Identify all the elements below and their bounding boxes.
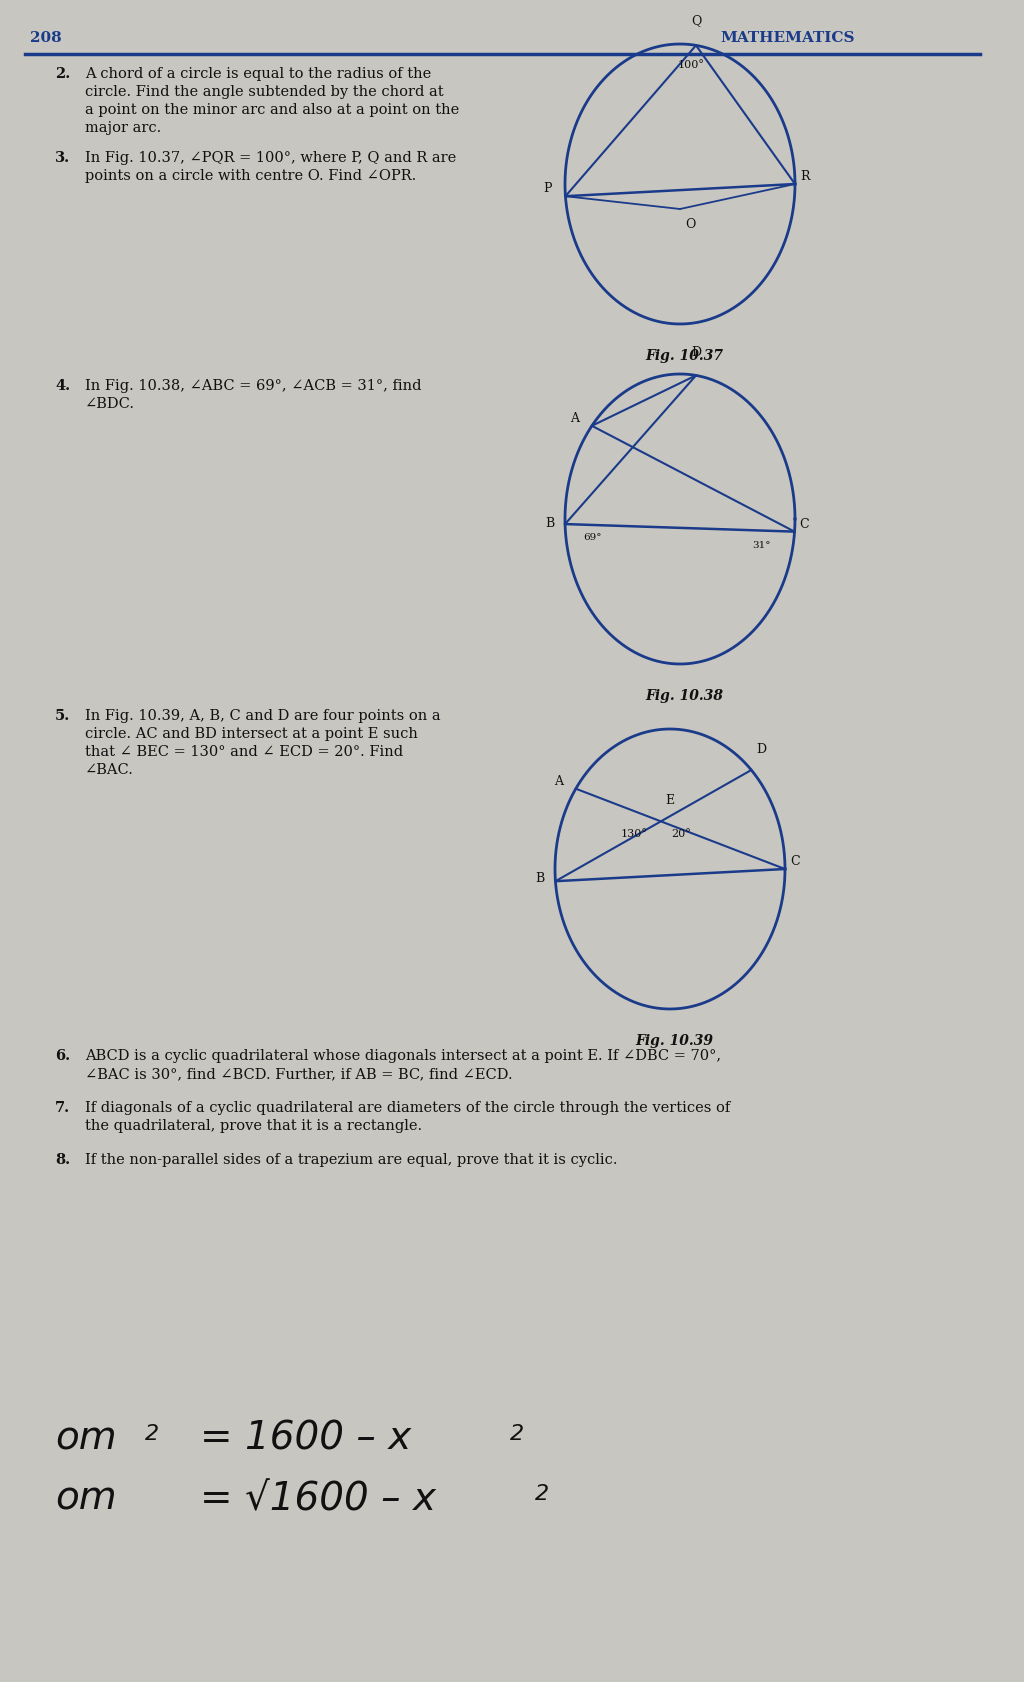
Text: points on a circle with centre O. Find ∠OPR.: points on a circle with centre O. Find ∠… xyxy=(85,168,416,183)
Text: Q: Q xyxy=(691,15,701,27)
Text: ∠BAC is 30°, find ∠BCD. Further, if AB = BC, find ∠ECD.: ∠BAC is 30°, find ∠BCD. Further, if AB =… xyxy=(85,1066,513,1080)
Text: 100°: 100° xyxy=(678,61,705,71)
Text: 2.: 2. xyxy=(55,67,71,81)
Text: R: R xyxy=(800,170,810,183)
Text: a point on the minor arc and also at a point on the: a point on the minor arc and also at a p… xyxy=(85,103,459,118)
Text: 8.: 8. xyxy=(55,1152,70,1166)
Text: 130°: 130° xyxy=(621,829,648,839)
Text: MATHEMATICS: MATHEMATICS xyxy=(720,30,854,45)
Text: O: O xyxy=(685,219,695,230)
Text: A: A xyxy=(554,774,563,787)
Text: If the non-parallel sides of a trapezium are equal, prove that it is cyclic.: If the non-parallel sides of a trapezium… xyxy=(85,1152,617,1166)
Text: A: A xyxy=(570,412,579,424)
Text: that ∠ BEC = 130° and ∠ ECD = 20°. Find: that ∠ BEC = 130° and ∠ ECD = 20°. Find xyxy=(85,745,403,759)
Text: ∠BAC.: ∠BAC. xyxy=(85,762,134,777)
Text: 7.: 7. xyxy=(55,1100,70,1115)
Text: B: B xyxy=(545,516,554,530)
Text: C: C xyxy=(800,518,809,530)
Text: 31°: 31° xyxy=(753,540,771,550)
Text: Fig. 10.39: Fig. 10.39 xyxy=(635,1033,713,1048)
Text: 3.: 3. xyxy=(55,151,70,165)
Text: In Fig. 10.38, ∠ABC = 69°, ∠ACB = 31°, find: In Fig. 10.38, ∠ABC = 69°, ∠ACB = 31°, f… xyxy=(85,378,422,394)
Text: = √1600 – x: = √1600 – x xyxy=(200,1478,436,1517)
Text: circle. AC and BD intersect at a point E such: circle. AC and BD intersect at a point E… xyxy=(85,727,418,740)
Text: In Fig. 10.39, A, B, C and D are four points on a: In Fig. 10.39, A, B, C and D are four po… xyxy=(85,708,440,723)
Text: A chord of a circle is equal to the radius of the: A chord of a circle is equal to the radi… xyxy=(85,67,431,81)
Text: 2: 2 xyxy=(510,1423,524,1443)
Text: P: P xyxy=(544,182,552,195)
Text: 20°: 20° xyxy=(671,829,690,839)
Text: C: C xyxy=(790,854,800,868)
Text: If diagonals of a cyclic quadrilateral are diameters of the circle through the v: If diagonals of a cyclic quadrilateral a… xyxy=(85,1100,730,1115)
Text: E: E xyxy=(665,794,674,807)
Text: In Fig. 10.37, ∠PQR = 100°, where P, Q and R are: In Fig. 10.37, ∠PQR = 100°, where P, Q a… xyxy=(85,151,457,165)
Text: circle. Find the angle subtended by the chord at: circle. Find the angle subtended by the … xyxy=(85,86,443,99)
Text: om: om xyxy=(55,1478,117,1517)
Text: Fig. 10.38: Fig. 10.38 xyxy=(645,688,723,703)
Text: 5.: 5. xyxy=(55,708,71,723)
Text: Fig. 10.37: Fig. 10.37 xyxy=(645,348,723,363)
Text: major arc.: major arc. xyxy=(85,121,161,135)
Text: 2: 2 xyxy=(145,1423,159,1443)
Text: 4.: 4. xyxy=(55,378,70,394)
Text: 6.: 6. xyxy=(55,1048,70,1063)
Text: 2: 2 xyxy=(535,1484,549,1504)
Text: = 1600 – x: = 1600 – x xyxy=(200,1420,412,1457)
Text: ∠BDC.: ∠BDC. xyxy=(85,397,135,410)
Text: D: D xyxy=(757,742,766,755)
Text: om: om xyxy=(55,1420,117,1457)
Text: ABCD is a cyclic quadrilateral whose diagonals intersect at a point E. If ∠DBC =: ABCD is a cyclic quadrilateral whose dia… xyxy=(85,1048,721,1063)
Text: 208: 208 xyxy=(30,30,61,45)
Text: the quadrilateral, prove that it is a rectangle.: the quadrilateral, prove that it is a re… xyxy=(85,1119,422,1132)
Text: 69°: 69° xyxy=(583,533,601,542)
Text: B: B xyxy=(536,871,545,885)
Text: D: D xyxy=(691,346,701,360)
